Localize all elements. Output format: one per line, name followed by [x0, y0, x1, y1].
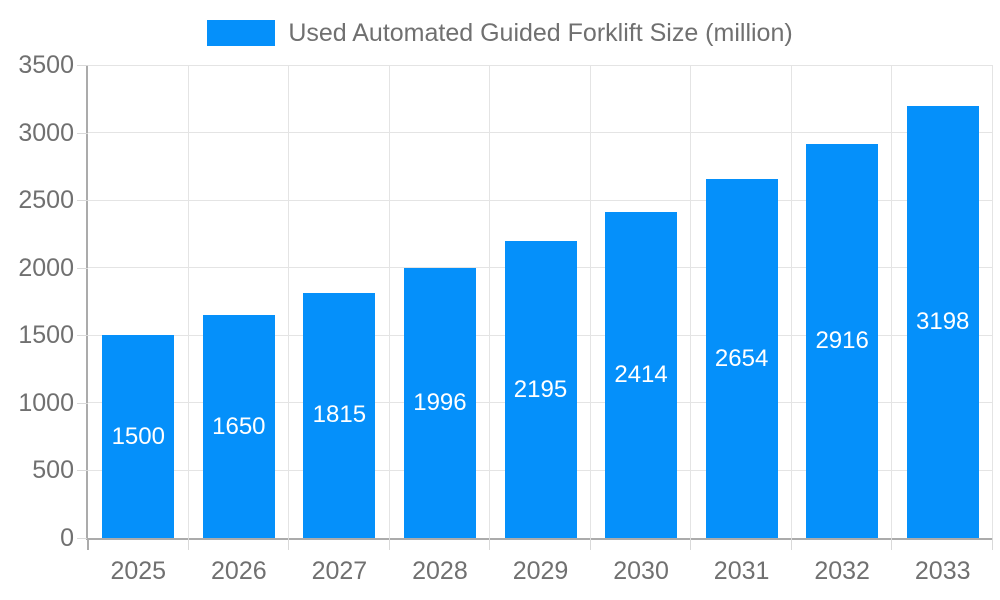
bar-value-label: 2414 [614, 360, 668, 388]
x-axis-tick [288, 538, 290, 550]
y-axis-label: 0 [60, 524, 74, 552]
x-axis-tick [690, 538, 692, 550]
y-axis-label: 3500 [18, 51, 74, 79]
bar[interactable]: 1650 [202, 315, 275, 538]
bar[interactable]: 3198 [906, 105, 979, 538]
x-gridline [891, 65, 893, 538]
bar-value-label: 1815 [312, 401, 367, 429]
x-axis-label: 2026 [211, 557, 267, 585]
bar[interactable]: 1996 [403, 268, 476, 538]
x-axis-tick [589, 538, 591, 550]
x-axis-label: 2027 [311, 557, 368, 585]
y-axis-tick [77, 132, 88, 134]
y-axis-tick [77, 65, 88, 66]
y-axis-label: 1000 [18, 388, 74, 417]
legend-label: Used Automated Guided Forklift Size (mil… [288, 18, 793, 47]
bar-value-label: 2916 [815, 326, 869, 354]
x-gridline [992, 65, 993, 538]
y-axis-tick [77, 538, 88, 539]
y-axis-tick [77, 200, 88, 202]
x-gridline [489, 65, 491, 538]
x-axis-label: 2032 [814, 557, 870, 585]
bar[interactable]: 1500 [102, 335, 175, 538]
y-gridline [88, 64, 993, 66]
x-axis-tick [891, 538, 893, 550]
x-axis-tick [87, 538, 89, 550]
legend-swatch [207, 20, 276, 46]
bar[interactable]: 2654 [705, 179, 778, 538]
bar-value-label: 1996 [413, 389, 467, 417]
y-axis-tick [77, 267, 88, 269]
x-axis-label: 2025 [110, 557, 167, 585]
x-gridline [388, 65, 390, 538]
bar[interactable]: 2916 [806, 143, 879, 538]
y-axis-tick [77, 335, 88, 337]
legend[interactable]: Used Automated Guided Forklift Size (mil… [0, 17, 1000, 49]
y-axis-label: 3000 [18, 118, 74, 147]
bar[interactable]: 1815 [303, 292, 376, 538]
y-gridline [88, 132, 993, 134]
x-axis-tick [388, 538, 390, 550]
x-axis-tick [489, 538, 491, 550]
x-axis-tick [187, 538, 189, 550]
bar-value-label: 1500 [111, 422, 165, 450]
x-axis-tick [992, 538, 993, 550]
y-axis-tick [77, 402, 88, 404]
x-gridline [790, 65, 792, 538]
x-gridline [690, 65, 692, 538]
x-axis-label: 2030 [613, 557, 669, 585]
bar-value-label: 3198 [916, 307, 970, 335]
x-gridline [288, 65, 290, 538]
bar-value-label: 2654 [714, 344, 769, 372]
bar-value-label: 1650 [212, 412, 266, 440]
x-gridline [187, 65, 189, 538]
x-axis-label: 2028 [412, 557, 468, 585]
y-axis-tick [77, 470, 88, 472]
x-axis-label: 2033 [914, 557, 971, 585]
x-axis-tick [790, 538, 792, 550]
bar[interactable]: 2195 [504, 241, 577, 538]
y-gridline [88, 199, 993, 201]
y-axis-label: 2500 [18, 186, 74, 215]
bar-value-label: 2195 [513, 375, 568, 403]
x-axis-label: 2029 [512, 557, 569, 585]
y-axis-label: 500 [32, 456, 74, 485]
y-axis-label: 2000 [18, 253, 74, 282]
y-axis-label: 1500 [18, 321, 74, 350]
x-axis-label: 2031 [713, 557, 770, 585]
x-gridline [589, 65, 591, 538]
bar[interactable]: 2414 [605, 211, 678, 538]
plot-area: 1500 1650 1815 1996 2195 2414 2654 2916 3198 [86, 64, 993, 540]
